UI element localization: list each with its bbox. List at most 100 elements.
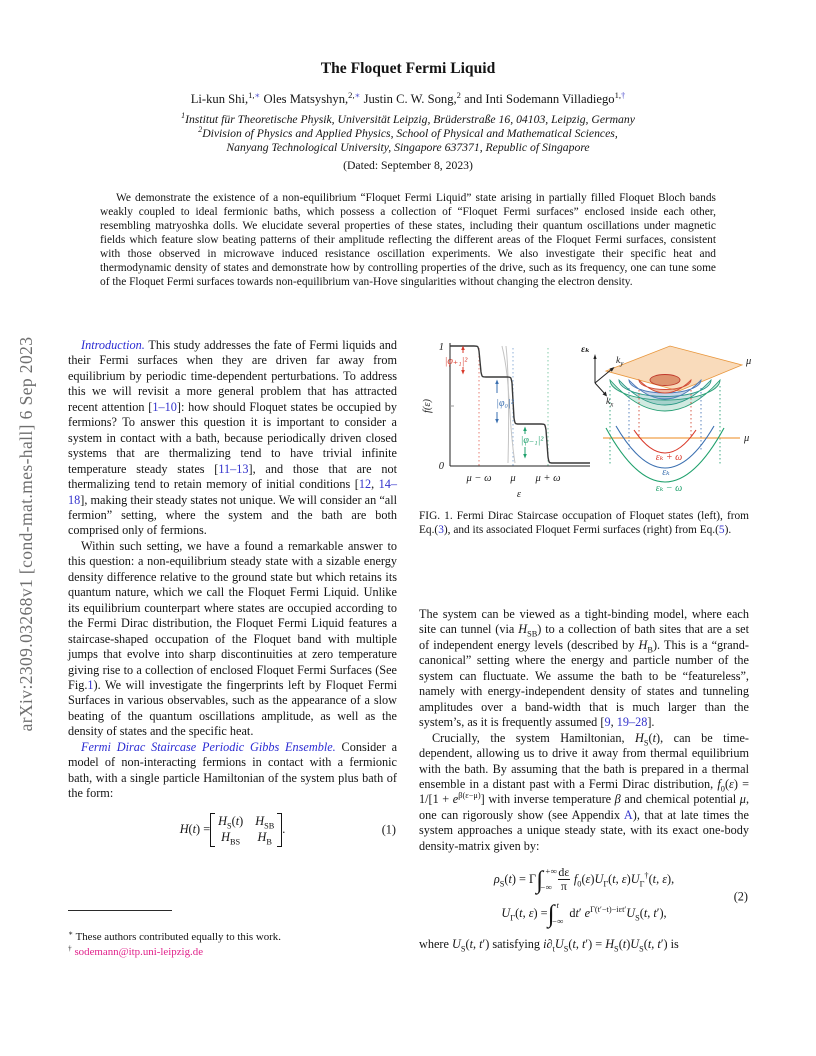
author-mark-link[interactable]: † [620,89,626,100]
equation-1-period: . [282,821,286,836]
integral-upper-limit: t [556,900,559,911]
band-epsilon-plus-omega [633,429,697,454]
band-label-minus: εₖ − ω [656,483,682,494]
matrix-cell: HS(t) [218,813,244,831]
author: Oles Matsyshyn,2,∗ [263,89,361,106]
integral-upper-limit: +∞ [544,866,557,877]
affiliation-line: 2Division of Physics and Applied Physics… [198,125,618,141]
x-axis-label: ε [517,489,522,500]
label-phi-minus1: |φ₋₁|² [521,435,545,446]
x-tick-mu-plus-omega: μ + ω [534,473,560,484]
epsilon-k-axis-label: εₖ [581,345,590,355]
figure-caption: FIG. 1. Fermi Dirac Staircase occupation… [419,510,749,536]
staircase-plot: |φ₊₁|² |φ₀|² |φ₋₁|² 1 0 f(ε) μ − ω μ μ +… [422,342,590,500]
citation-link[interactable]: 1–10 [152,399,177,414]
paragraph-fermi-dirac-staircase: Fermi Dirac Staircase Periodic Gibbs Ens… [68,739,398,801]
footnote-block: ∗ These authors contributed equally to t… [68,910,397,960]
ky-axis-line [594,368,613,384]
author: Li-kun Shi,1,∗ [190,89,261,106]
mu-line-label: μ [743,433,749,444]
matrix-left-bracket [210,812,216,847]
integral-sign: ∫ [547,901,555,929]
fermi-surface-illustration: μ μ εₖ + ω εₖ εₖ − ω [581,345,751,494]
citation-link[interactable]: 9 [604,715,611,730]
green-down-arrowhead [523,454,527,459]
paragraph-introduction: Introduction. This study addresses the f… [68,338,398,538]
equation-2-row-1: ρS(t) = Γ ∫ +∞ −∞ dε π f0(ε)UΓ(t, ε)UΓ†(t,… [493,864,675,895]
paragraph-within-setting: Within such setting, we have a found a r… [68,538,397,739]
paragraph-crucially: Crucially, the system Hamiltonian, HS(t)… [419,730,749,853]
matrix-right-bracket [277,812,283,847]
dated-line: (Dated: September 8, 2023) [343,159,473,172]
bowl-red [638,378,692,394]
citation-link[interactable]: 14–18 [68,477,398,507]
affiliation-line: 1Institut für Theoretische Physik, Unive… [181,111,635,126]
x-tick-mu-minus-omega: μ − ω [465,473,491,484]
kx-axis-arrowhead [602,391,607,397]
band-label-zero: εₖ [662,467,670,478]
k-axes: εₖ ky kx [581,345,624,409]
appendix-ref-link[interactable]: A [623,807,633,822]
abstract: We demonstrate the existence of a non-eq… [100,192,716,289]
footnote-rule [68,910,172,911]
red-down-arrowhead [461,370,465,375]
matrix: HS(t) HSB HBS HB [210,812,283,847]
bowl-blue [628,378,702,400]
epsilon-axis-arrowhead [593,354,597,359]
smeared-fermi-dirac-curve [501,345,516,464]
right-column: The system can be viewed as a tight-bind… [419,607,749,953]
footnote-email: † sodemann@itp.uni-leipzig.de [68,943,204,958]
band-label-plus: εₖ + ω [656,452,682,463]
equation-ref-link[interactable]: 5 [718,523,725,536]
email-link[interactable]: sodemann@itp.uni-leipzig.de [74,946,204,958]
section-heading-staircase: Fermi Dirac Staircase Periodic Gibbs Ens… [81,739,336,754]
y-tick-0: 0 [439,461,445,472]
y-axis-label: f(ε) [422,398,433,413]
kx-axis-label: kx [606,397,614,409]
left-column: Introduction. This study addresses the f… [68,338,397,856]
bowl-teal [618,378,712,406]
blue-up-arrowhead [495,379,499,384]
matrix-cell: HB [257,830,272,847]
equation-1-number: (1) [381,821,396,836]
matrix-cell: HSB [255,813,275,831]
band-epsilon [615,425,715,469]
band-epsilon-minus-omega [605,427,725,483]
integral-lower-limit: −∞ [551,915,564,926]
x-tick-mu: μ [509,473,515,484]
bowl-green-outer [609,378,721,412]
section-heading-introduction: Introduction. [81,338,145,352]
ky-axis-arrowhead [609,367,615,372]
equilibrium-fermi-dirac-curve [505,345,510,464]
paper-title: The Floquet Fermi Liquid [320,60,496,77]
citation-link[interactable]: 12 [358,477,372,492]
integral-sign: ∫ [536,867,543,895]
equation-ref-link[interactable]: 3 [438,523,444,536]
author-mark-link[interactable]: ∗ [354,89,361,100]
inner-red-ring [649,374,681,386]
equation-2-number: (2) [733,889,748,904]
citation-link[interactable]: 19–28 [616,715,648,730]
affiliations: 1Institut für Theoretische Physik, Unive… [0,111,816,156]
red-up-arrowhead [461,345,465,350]
kx-axis-line [594,382,606,395]
equation-2: ρS(t) = Γ ∫ +∞ −∞ dε π f0(ε)UΓ(t, ε)UΓ†(t,… [419,864,749,929]
integral-lower-limit: −∞ [539,881,552,892]
author: Justin C. W. Song,2 and [363,89,486,106]
label-phi-plus1: |φ₊₁|² [445,356,469,367]
staircase-occupation-curve [450,345,590,464]
matrix-cell: HBS [221,830,241,847]
y-tick-1: 1 [439,342,444,353]
label-phi-zero: |φ₀|² [496,398,515,409]
mu-plane-label: μ [745,356,751,367]
footnote-equal-contribution: ∗ These authors contributed equally to t… [68,928,281,943]
affiliation-line: Nanyang Technological University, Singap… [226,141,590,155]
figure-ref-link[interactable]: 1 [87,677,94,692]
author: Inti Sodemann Villadiego1,† [485,89,626,106]
citation-link[interactable]: 11–13 [218,461,249,476]
equation-1-lhs: H(t) = [179,821,211,836]
equation-2-row-2: UΓ(t, ε) = ∫ t −∞ dt′ eΓ(t′−t)−iεt′US(t, … [501,900,667,929]
author-mark-link[interactable]: ∗ [254,89,261,100]
arxiv-watermark: arXiv:2309.03268v1 [cond-mat.mes-hall] 6… [16,336,36,732]
